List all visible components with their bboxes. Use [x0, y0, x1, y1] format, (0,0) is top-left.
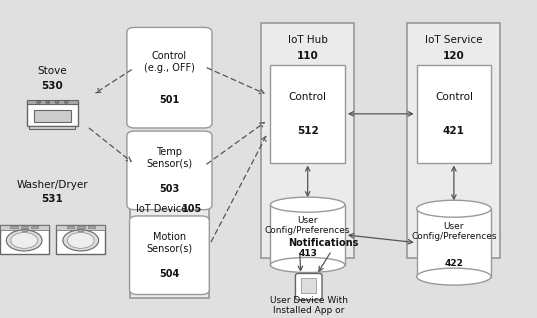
- Circle shape: [64, 101, 68, 103]
- Text: Control
(e.g., OFF): Control (e.g., OFF): [144, 51, 195, 73]
- Text: 413: 413: [298, 249, 317, 258]
- Bar: [129, 194, 209, 298]
- FancyBboxPatch shape: [127, 131, 212, 210]
- Text: 501: 501: [159, 95, 179, 105]
- FancyBboxPatch shape: [129, 216, 209, 294]
- Circle shape: [11, 232, 38, 248]
- FancyBboxPatch shape: [295, 273, 322, 300]
- Text: 530: 530: [41, 80, 63, 91]
- Text: 105: 105: [182, 204, 202, 214]
- Text: IoT Service: IoT Service: [425, 35, 483, 45]
- Bar: [271, 205, 345, 265]
- Ellipse shape: [417, 268, 491, 285]
- Circle shape: [55, 101, 59, 103]
- Bar: [22, 229, 26, 231]
- Bar: [34, 110, 71, 121]
- Text: 110: 110: [297, 51, 318, 61]
- Bar: [271, 65, 345, 162]
- Text: 512: 512: [297, 126, 318, 136]
- Bar: [78, 229, 83, 231]
- Ellipse shape: [271, 258, 345, 273]
- Text: Control: Control: [435, 92, 473, 101]
- Ellipse shape: [417, 200, 491, 217]
- Bar: [261, 23, 354, 259]
- Text: Temp
Sensor(s): Temp Sensor(s): [147, 147, 192, 169]
- Bar: [10, 226, 18, 228]
- FancyBboxPatch shape: [127, 27, 212, 128]
- Bar: [0, 225, 49, 254]
- Text: 531: 531: [41, 194, 63, 204]
- Text: Stove: Stove: [38, 66, 67, 76]
- Circle shape: [6, 230, 42, 251]
- Bar: [408, 23, 500, 259]
- Text: 120: 120: [443, 51, 465, 61]
- Bar: [67, 226, 74, 228]
- Bar: [88, 226, 95, 228]
- Text: 422: 422: [445, 259, 463, 268]
- Text: IoT Hub: IoT Hub: [288, 35, 328, 45]
- Ellipse shape: [271, 197, 345, 212]
- Circle shape: [46, 101, 50, 103]
- Circle shape: [67, 232, 94, 248]
- Bar: [0, 225, 49, 230]
- Bar: [77, 226, 85, 228]
- Bar: [30, 127, 76, 129]
- Text: User Device With
Installed App or: User Device With Installed App or: [270, 296, 348, 315]
- Bar: [27, 100, 78, 104]
- Text: Notifications: Notifications: [288, 238, 359, 248]
- Bar: [301, 279, 316, 293]
- Circle shape: [63, 230, 99, 251]
- Text: Control: Control: [289, 92, 326, 101]
- Bar: [20, 226, 28, 228]
- Text: User
Config/Preferences: User Config/Preferences: [411, 222, 497, 241]
- Bar: [417, 209, 491, 277]
- Text: 503: 503: [159, 183, 179, 194]
- Bar: [31, 226, 39, 228]
- Text: IoT Device: IoT Device: [136, 204, 190, 214]
- Bar: [56, 225, 105, 230]
- Circle shape: [37, 101, 41, 103]
- Bar: [27, 101, 78, 127]
- Text: Washer/Dryer: Washer/Dryer: [17, 180, 88, 190]
- Text: 421: 421: [443, 126, 465, 136]
- Bar: [417, 65, 491, 162]
- Text: User
Config/Preferences: User Config/Preferences: [265, 216, 351, 235]
- Bar: [56, 225, 105, 254]
- Text: 504: 504: [159, 269, 179, 279]
- Text: Motion
Sensor(s): Motion Sensor(s): [147, 232, 192, 253]
